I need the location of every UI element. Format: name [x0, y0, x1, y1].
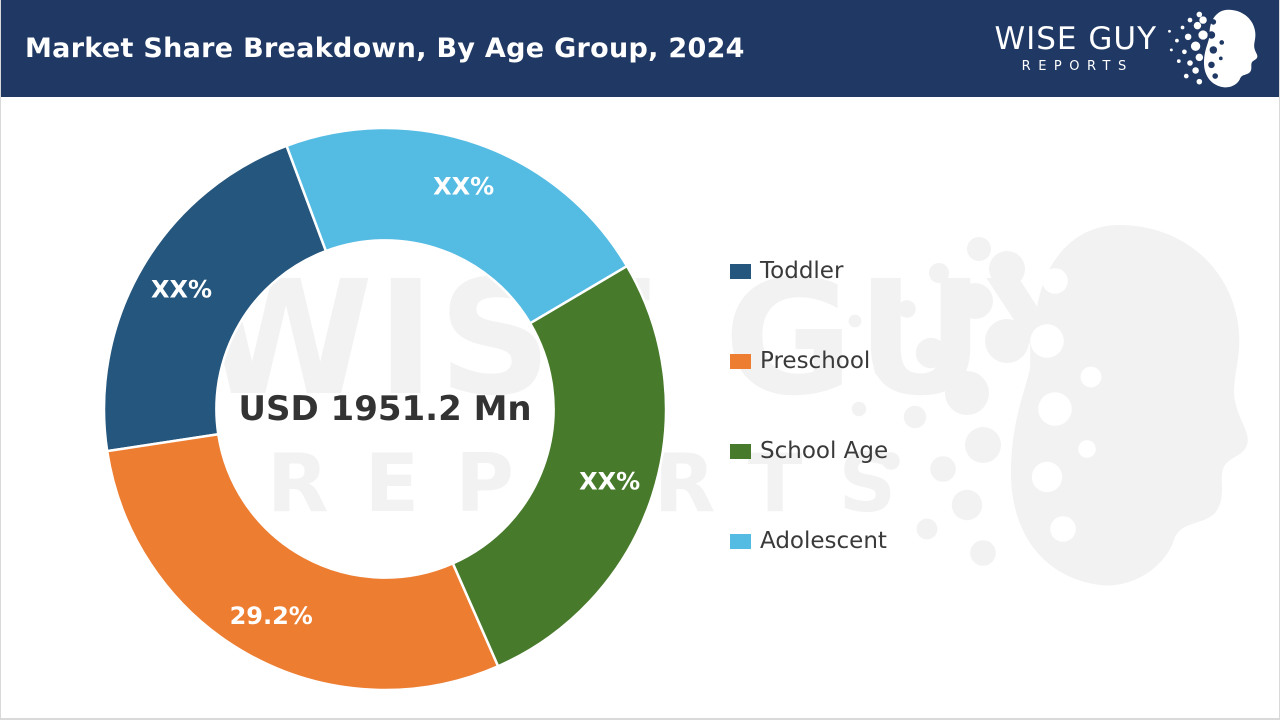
- legend-swatch-adolescent: [730, 533, 751, 549]
- legend-item-toddler: Toddler: [730, 256, 843, 286]
- legend-label: Toddler: [760, 258, 844, 284]
- donut-chart: XX% 29.2% XX% XX%: [102, 126, 668, 692]
- donut-slice-school-age: [451, 264, 668, 668]
- legend-label: Adolescent: [760, 528, 887, 554]
- legend-label: Preschool: [760, 348, 871, 374]
- slice-label: XX%: [579, 467, 640, 495]
- legend-swatch-preschool: [730, 353, 751, 369]
- watermark-head-icon: [848, 225, 1248, 586]
- legend-swatch-toddler: [730, 263, 751, 279]
- donut-slice-adolescent: [285, 126, 629, 325]
- page-title: Market Share Breakdown, By Age Group, 20…: [25, 33, 745, 64]
- legend-item-preschool: Preschool: [730, 346, 870, 376]
- slice-label: 29.2%: [230, 602, 313, 630]
- donut-slice-preschool: [105, 433, 500, 692]
- donut-slice-toddler: [102, 144, 328, 453]
- legend-item-adolescent: Adolescent: [730, 526, 887, 556]
- legend-swatch-school-age: [730, 443, 751, 459]
- brand-name: WISE GUY: [994, 20, 1157, 57]
- brand-logo-text: WISE GUY REPORTS: [994, 20, 1157, 74]
- center-total-value: USD 1951.2 Mn: [238, 389, 532, 429]
- header-bar: Market Share Breakdown, By Age Group, 20…: [1, 0, 1279, 97]
- wiseguy-head-icon: [1168, 9, 1258, 87]
- brand-subname: REPORTS: [1021, 58, 1134, 74]
- brand-logo: WISE GUY REPORTS: [994, 7, 1261, 91]
- slice-label: XX%: [433, 172, 494, 200]
- legend-item-school-age: School Age: [730, 436, 888, 466]
- chart-area: WISE GUY REPORTS XX%29.2%XX%XX% USD 1951…: [1, 97, 1279, 718]
- legend-label: School Age: [760, 438, 889, 464]
- slice-label: XX%: [151, 275, 212, 303]
